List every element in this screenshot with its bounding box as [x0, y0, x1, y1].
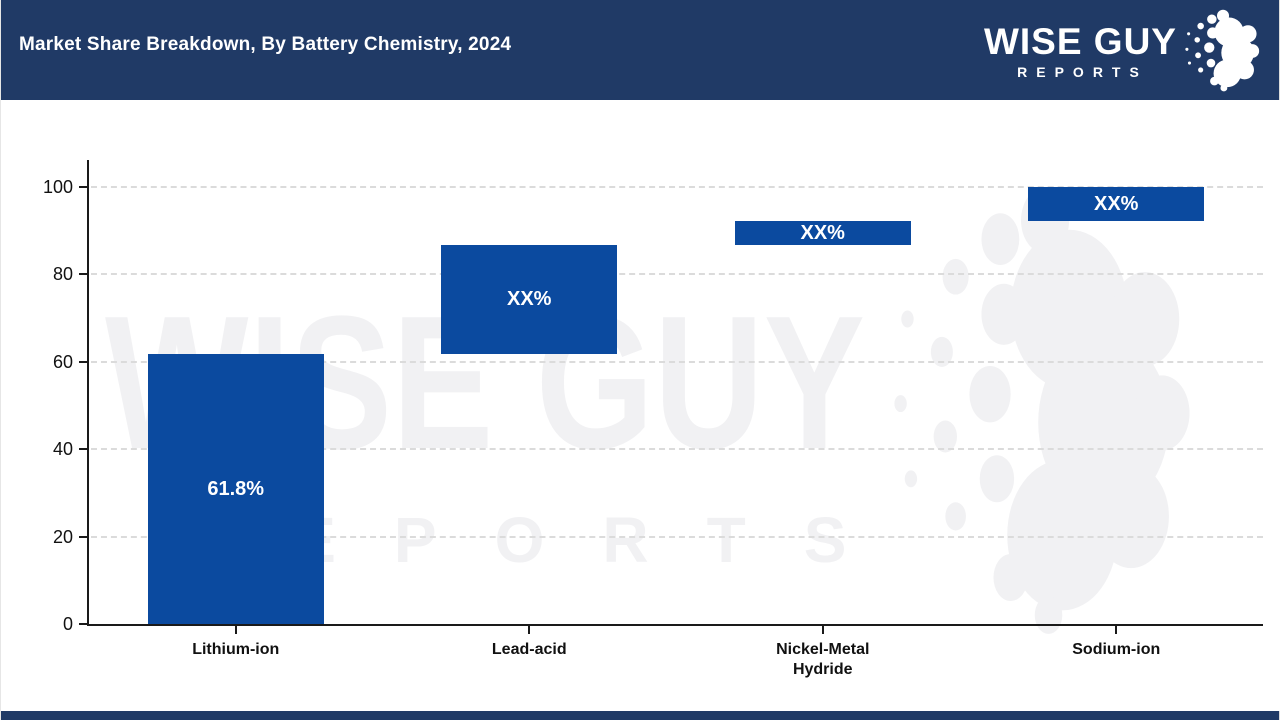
gridline-100 — [91, 186, 1263, 188]
gridline-20 — [91, 535, 1263, 538]
logo-wordmark-line2: REPORTS — [1017, 63, 1148, 80]
bar-value-label: XX% — [1094, 193, 1139, 216]
bar-value-label: XX% — [507, 288, 552, 311]
wiseguy-logo: WISE GUY REPORTS — [984, 8, 1263, 94]
x-tick-3 — [1115, 626, 1118, 634]
gridline-60 — [91, 360, 1263, 363]
y-tick-40 — [79, 448, 87, 451]
bar-sodium-ion: XX% — [1028, 187, 1205, 222]
gridline-80 — [91, 273, 1263, 276]
x-category-label: Sodium-ion — [1072, 641, 1161, 658]
header-bar: Market Share Breakdown, By Battery Chemi… — [1, 0, 1279, 100]
y-tick-20 — [79, 535, 87, 538]
x-axis-line — [87, 624, 1263, 626]
bar-value-label: 61.8% — [207, 477, 265, 500]
x-tick-0 — [234, 626, 237, 634]
bar-lithium-ion: 61.8% — [147, 353, 324, 624]
y-tick-100 — [79, 186, 87, 188]
logo-wordmark-line1: WISE GUY — [983, 20, 1177, 62]
chart-area: WISE GUY REPORTS 61.8% XX% XX% XX% 0 20 40 60 8… — [1, 100, 1280, 711]
y-tick-label-20: 20 — [52, 526, 73, 547]
x-category-label: Lead-acid — [491, 641, 567, 658]
y-tick-80 — [79, 273, 87, 276]
logo-head-icon — [1185, 9, 1260, 92]
watermark-head-icon — [894, 187, 1190, 634]
y-tick-label-80: 80 — [52, 264, 73, 285]
chart-title: Market Share Breakdown, By Battery Chemi… — [19, 34, 512, 55]
y-tick-label-60: 60 — [52, 351, 73, 372]
y-tick-label-100: 100 — [42, 177, 73, 197]
bar-value-label: XX% — [800, 221, 845, 244]
bar-lead-acid: XX% — [441, 244, 618, 354]
footer-bar — [1, 711, 1279, 720]
gridline-40 — [91, 448, 1263, 451]
bar-nickel-metal-hydride: XX% — [734, 221, 911, 245]
y-axis-line — [87, 160, 89, 626]
x-tick-1 — [528, 626, 531, 634]
y-tick-label-0: 0 — [62, 614, 73, 634]
y-tick-label-40: 40 — [52, 439, 73, 460]
y-tick-0 — [79, 623, 87, 625]
x-category-label: Nickel-Metal Hydride — [776, 641, 870, 678]
x-tick-2 — [821, 626, 824, 634]
y-tick-60 — [79, 360, 87, 363]
logo-wordmark: WISE GUY REPORTS — [984, 23, 1177, 80]
x-category-label: Lithium-ion — [192, 641, 280, 658]
